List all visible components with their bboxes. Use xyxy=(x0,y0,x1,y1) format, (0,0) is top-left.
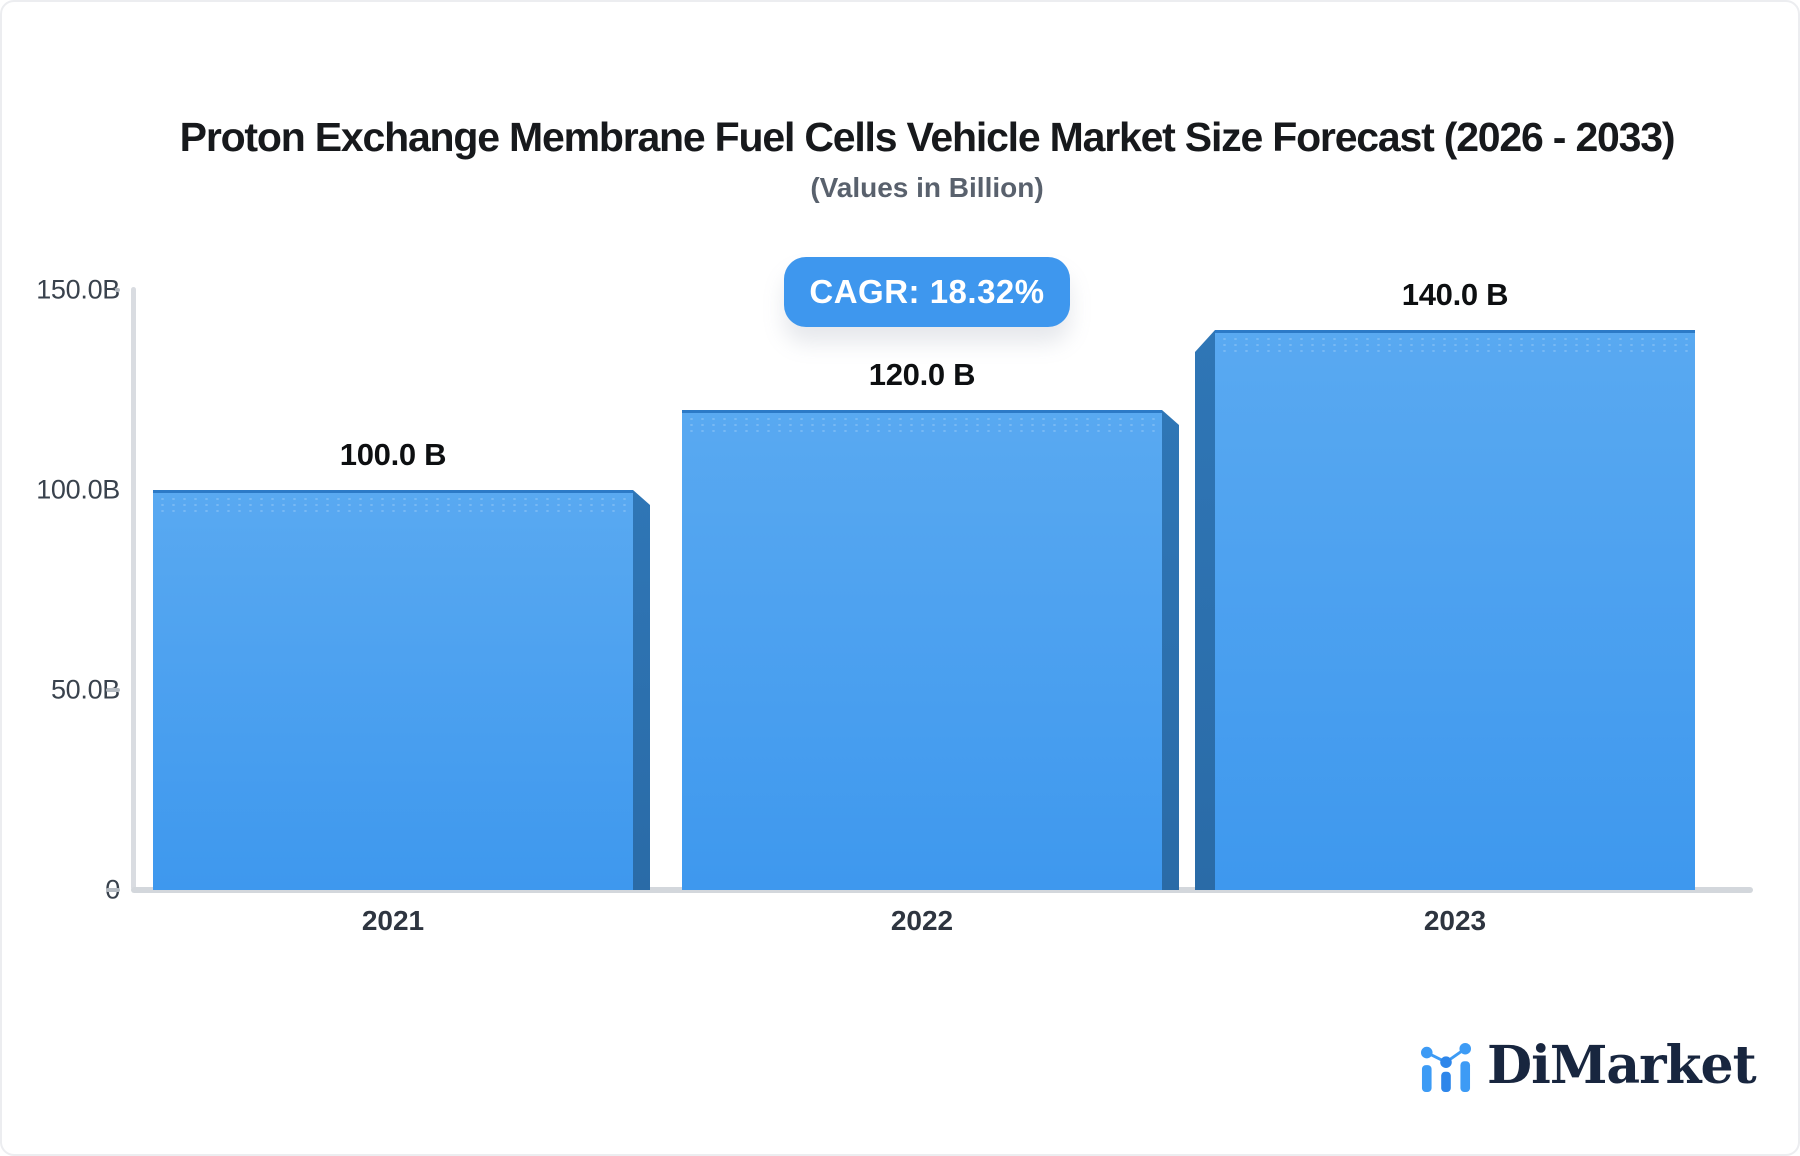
bar-side-3d-panel xyxy=(1162,410,1179,890)
bar-2023 xyxy=(1195,330,1695,890)
brand-logo: DiMarket xyxy=(1420,1035,1757,1096)
bar-face xyxy=(153,490,633,890)
chart-subtitle: (Values in Billion) xyxy=(810,172,1044,203)
y-axis-tick-label: 100.0B xyxy=(36,474,120,505)
y-axis-line xyxy=(131,287,136,890)
bar-face xyxy=(1215,330,1695,890)
y-axis-tick-label: 150.0B xyxy=(36,274,120,305)
chart-title: Proton Exchange Membrane Fuel Cells Vehi… xyxy=(179,114,1676,160)
bar-value-label: 120.0 B xyxy=(868,357,976,392)
x-axis-category-label: 2023 xyxy=(1423,905,1487,936)
bar-2022 xyxy=(682,410,1179,890)
bar-side-3d-panel xyxy=(1195,330,1215,890)
cagr-badge: CAGR: 18.32% xyxy=(784,257,1070,327)
bar-side-3d-panel xyxy=(633,490,650,890)
cagr-badge-label: CAGR: 18.32% xyxy=(809,273,1045,310)
bar-chart-logo-icon xyxy=(1421,1042,1471,1092)
y-axis-tick-mark xyxy=(106,888,120,892)
bar-2021 xyxy=(153,490,650,890)
x-axis-category-label: 2021 xyxy=(361,905,425,936)
bar-value-label: 100.0 B xyxy=(339,437,447,472)
bar-value-label: 140.0 B xyxy=(1401,277,1509,312)
bar-face xyxy=(682,410,1162,890)
x-axis-line xyxy=(131,887,1753,893)
y-axis-tick-mark xyxy=(115,288,120,292)
brand-name: DiMarket xyxy=(1487,1035,1757,1096)
y-axis-tick-mark xyxy=(106,688,120,692)
x-axis-category-label: 2022 xyxy=(890,905,954,936)
